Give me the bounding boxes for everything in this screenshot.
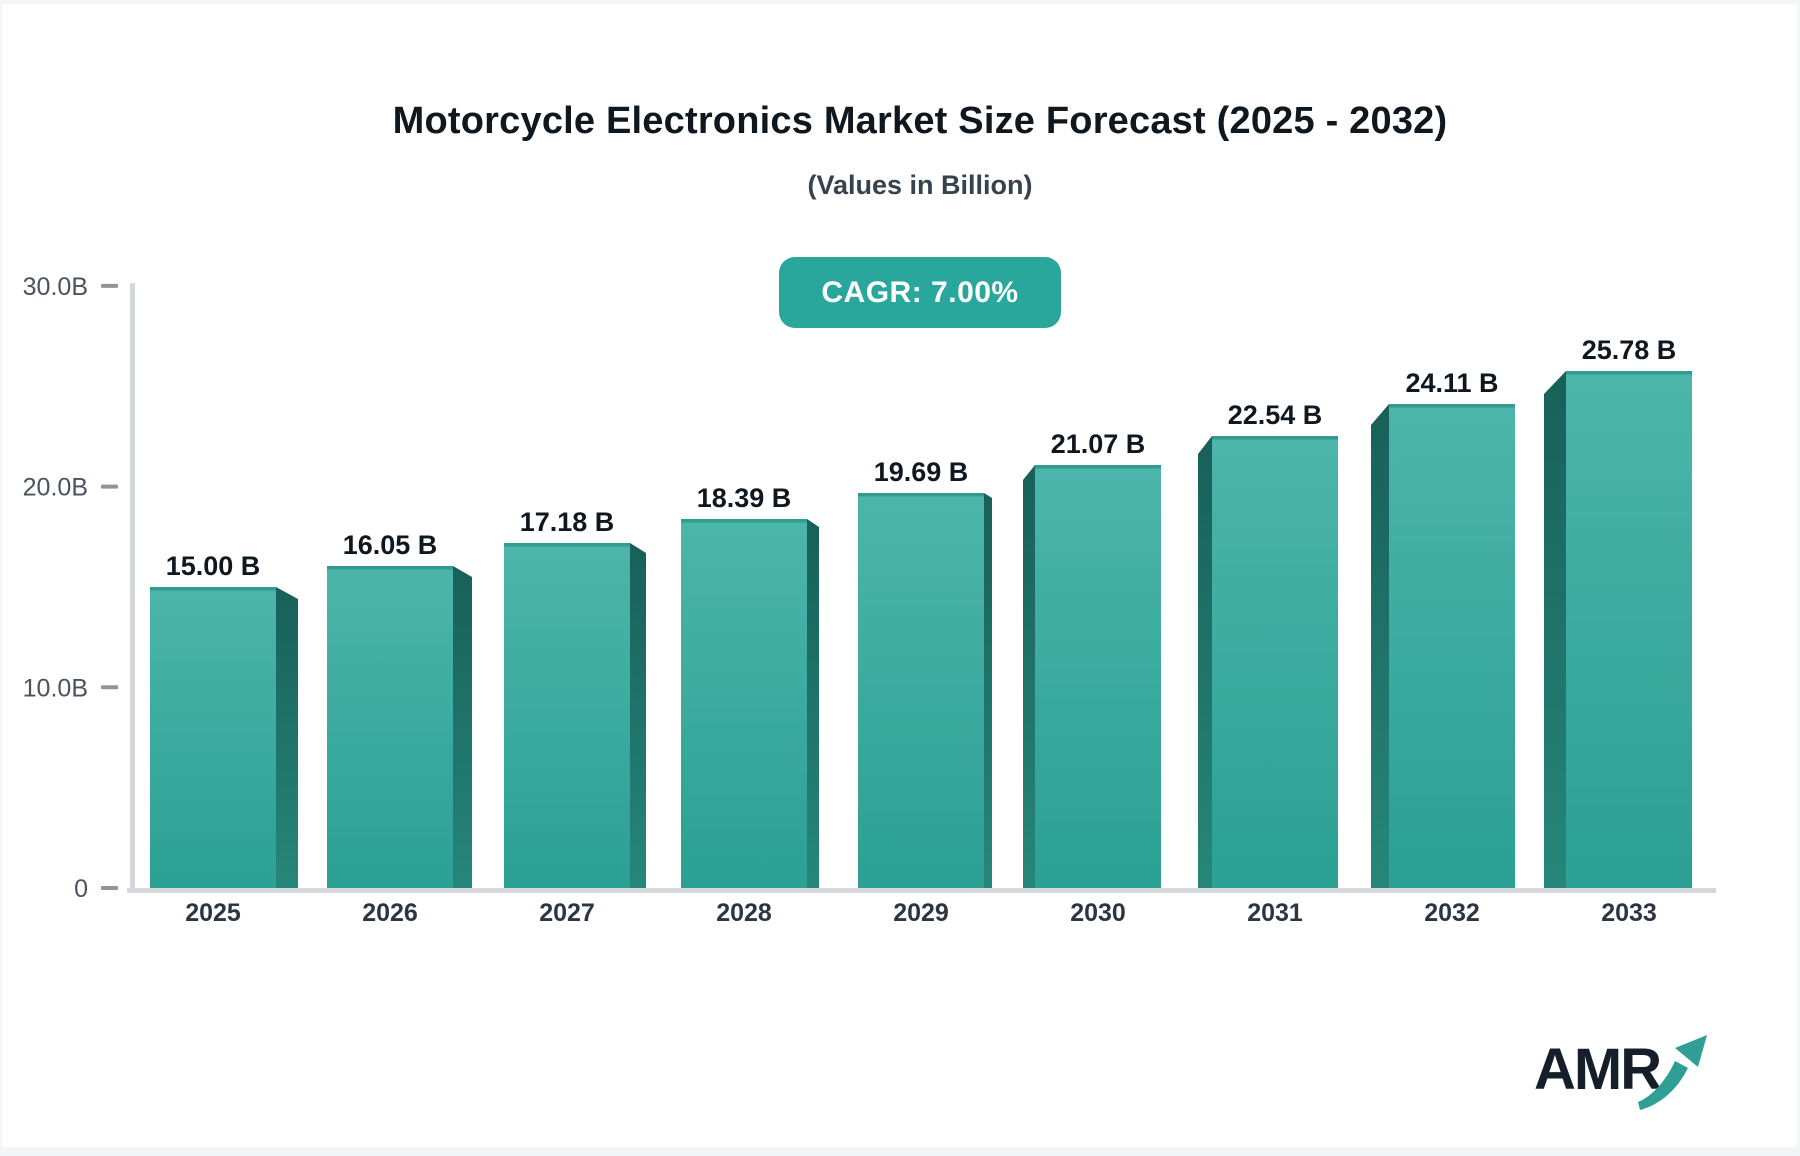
bar-value-label: 17.18 B [520,507,615,537]
bar-value-label: 18.39 B [697,483,792,513]
bar-side-face [984,493,992,888]
y-axis-label: 10.0B [23,674,88,702]
chart-title: Motorcycle Electronics Market Size Forec… [392,100,1448,142]
cagr-badge: CAGR: 7.00% [779,257,1061,328]
x-axis-label: 2031 [1247,899,1303,927]
bar-top-edge [1389,404,1515,408]
y-axis-tick [101,685,118,690]
x-axis-label: 2029 [893,899,949,927]
bar [1212,436,1338,888]
bar-value-label: 19.69 B [874,457,969,487]
bar [327,566,453,888]
cagr-badge-row: CAGR: 7.00% [40,257,1800,328]
bar-top-edge [327,566,453,570]
x-axis-label: 2025 [185,899,241,927]
bar-value-label: 16.05 B [343,530,438,560]
y-axis-label: 30.0B [23,273,88,301]
bar-value-label: 15.00 B [166,551,261,581]
bar-side-face [807,519,819,888]
y-axis-line [130,283,135,893]
bar [150,587,276,888]
bar-value-label: 24.11 B [1405,368,1498,398]
x-axis-label: 2033 [1601,899,1657,927]
chart-subtitle: (Values in Billion) [807,170,1033,200]
bar-side-face [276,587,298,888]
bar-top-edge [681,519,807,523]
bar-side-face [1198,436,1212,888]
bar-top-edge [150,587,276,591]
bar-side-face [1544,371,1566,888]
bar-top-edge [858,493,984,497]
bar [858,493,984,888]
bar-top-edge [1212,436,1338,440]
bar-top-edge [504,543,630,547]
bar-side-face [1023,465,1035,888]
y-axis-label: 0 [74,875,88,903]
bar [1566,371,1692,888]
y-axis-tick [101,484,118,489]
bar [1035,465,1161,888]
bar [1389,404,1515,888]
bar-side-face [630,543,646,888]
bar-side-face [1371,404,1389,888]
x-axis-label: 2030 [1070,899,1126,927]
x-axis-line [127,888,1716,893]
amr-logo: AMR [1534,1035,1724,1126]
bar-value-label: 22.54 B [1228,400,1323,430]
bar-value-label: 21.07 B [1051,429,1146,459]
x-axis-label: 2028 [716,899,772,927]
x-axis-label: 2026 [362,899,418,927]
x-axis-label: 2027 [539,899,595,927]
x-axis-label: 2032 [1424,899,1480,927]
amr-logo-text: AMR [1534,1037,1662,1102]
amr-logo-arrow-icon [1638,1035,1707,1110]
bar [504,543,630,888]
y-axis-tick [101,283,118,288]
y-axis-label: 20.0B [23,474,88,502]
y-axis-tick [101,886,118,890]
bar-value-label: 25.78 B [1582,335,1677,365]
bar-top-edge [1566,371,1692,375]
bar-top-edge [1035,465,1161,469]
bar-side-face [453,566,472,888]
bar [681,519,807,888]
